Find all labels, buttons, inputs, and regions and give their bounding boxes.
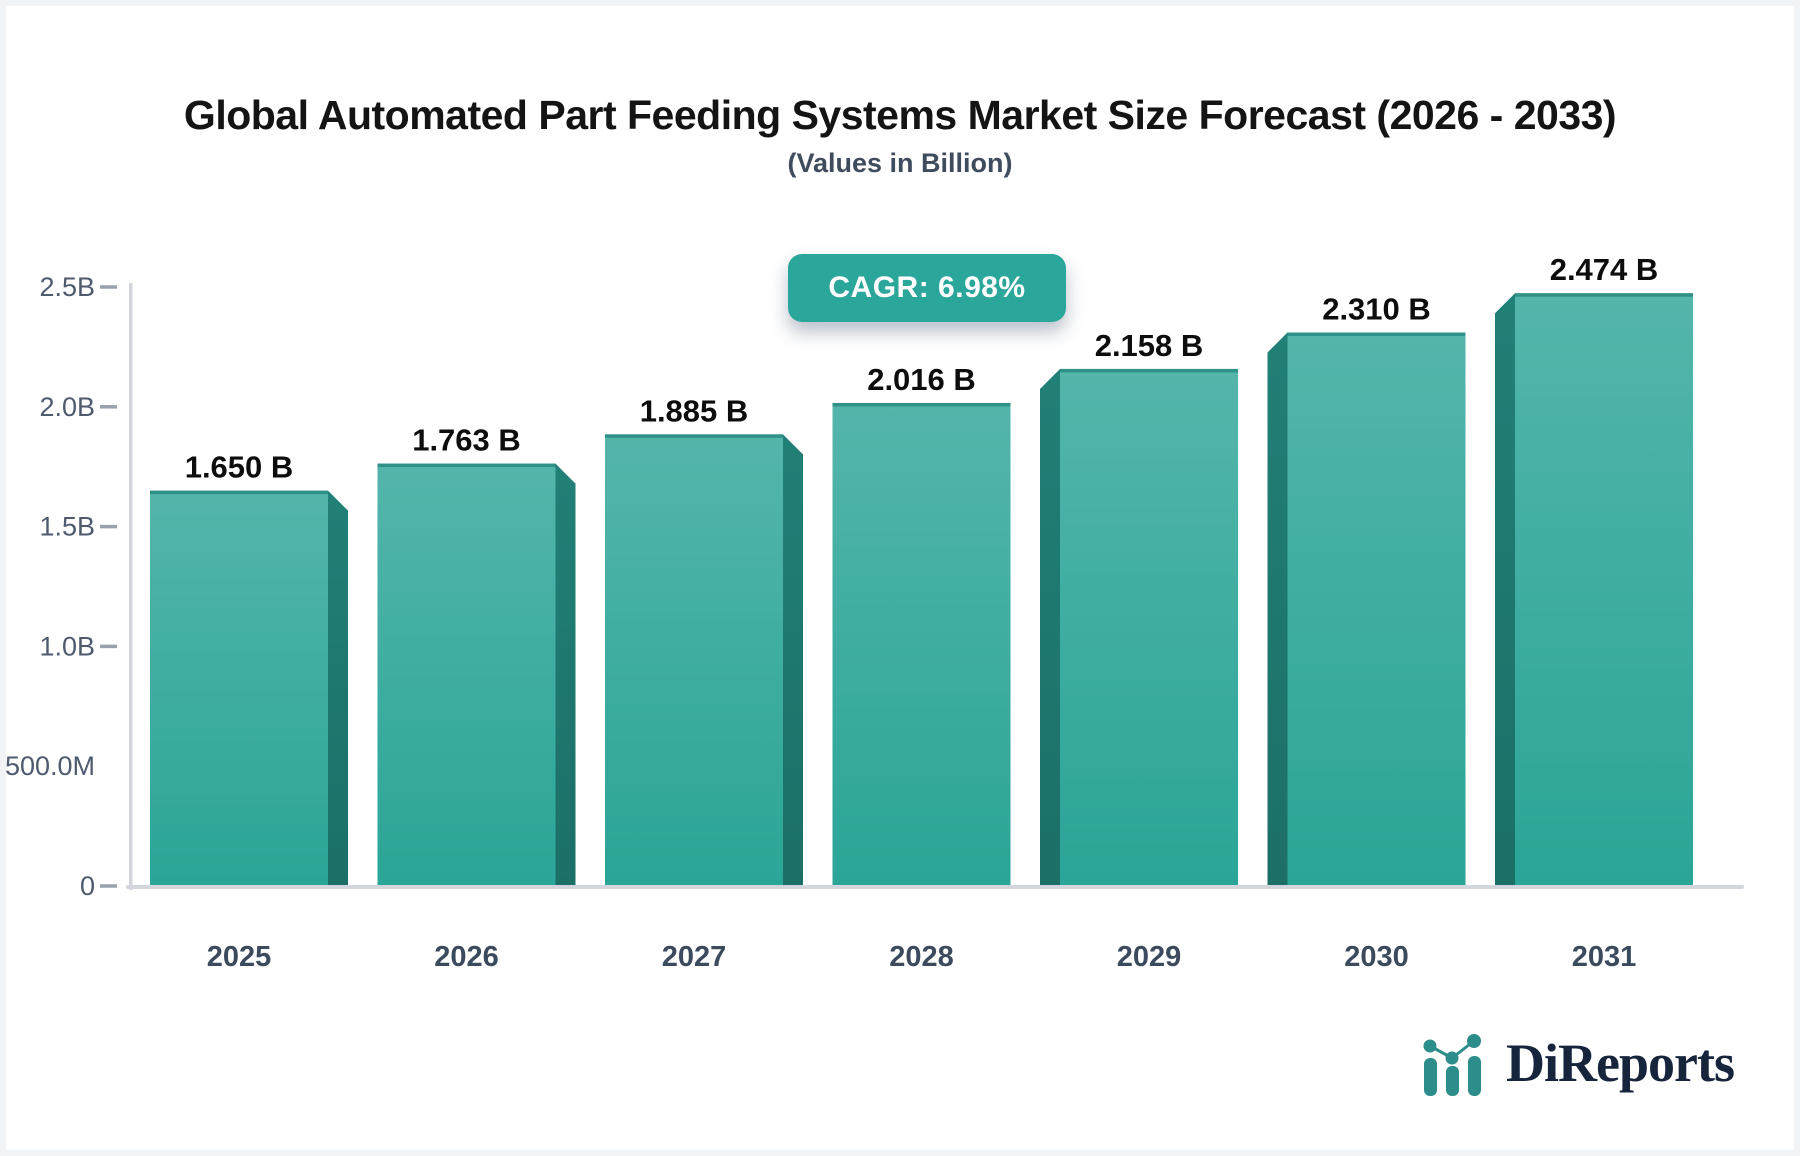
x-axis-label: 2025	[207, 941, 272, 973]
bar-value-label: 2.158 B	[1095, 328, 1204, 363]
y-axis-tick-label: 2.0B	[39, 392, 95, 422]
bar-2028	[832, 402, 1011, 885]
bar-value-label: 2.474 B	[1550, 252, 1659, 287]
cagr-badge: CAGR: 6.98%	[788, 254, 1066, 322]
bar-2026	[377, 463, 556, 885]
bar-bevel-2026	[555, 463, 576, 885]
y-axis-tick-label: 1.0B	[39, 631, 95, 661]
x-axis-label: 2028	[889, 941, 954, 973]
bar-bevel-2025	[328, 490, 348, 885]
bar-top-edge-2031	[1515, 293, 1693, 297]
y-axis-tick	[100, 644, 117, 649]
x-axis-label: 2031	[1572, 941, 1637, 973]
bar-top-edge-2025	[150, 490, 328, 495]
x-axis-label: 2029	[1117, 941, 1182, 973]
bar-value-label: 2.310 B	[1322, 292, 1431, 327]
x-axis-line	[126, 885, 1744, 889]
y-axis-line	[129, 283, 133, 890]
bar-top-edge-2027	[605, 434, 783, 438]
y-axis-tick	[100, 884, 117, 888]
bar-top-edge-2026	[377, 463, 556, 468]
bar-2025	[150, 490, 328, 885]
bar-value-label: 1.885 B	[640, 393, 749, 428]
bar-bevel-2029	[1040, 368, 1060, 885]
y-axis-tick-label: 500.0M	[5, 751, 95, 781]
direports-logo: DiReports	[1422, 1033, 1735, 1098]
bar-value-label: 1.763 B	[412, 423, 521, 458]
bar-2027	[605, 434, 783, 885]
cagr-badge-label: CAGR: 6.98%	[828, 271, 1026, 304]
y-axis-tick-label: 0	[80, 871, 95, 901]
direports-logo-icon	[1423, 1034, 1481, 1096]
y-axis-tick-label: 2.5B	[39, 272, 95, 302]
x-axis-label: 2030	[1344, 941, 1409, 973]
y-axis-tick-label: 1.5B	[39, 512, 95, 542]
bar-top-edge-2030	[1287, 332, 1466, 337]
bar-2029	[1060, 368, 1238, 885]
direports-logo-text: DiReports	[1506, 1033, 1735, 1093]
y-axis-tick	[100, 285, 117, 289]
x-axis-label: 2027	[662, 941, 727, 973]
bar-top-edge-2028	[832, 402, 1011, 407]
bar-bevel-2027	[783, 434, 803, 885]
y-axis-tick	[100, 524, 117, 529]
bar-2030	[1287, 332, 1466, 885]
bar-bevel-2030	[1267, 332, 1288, 885]
bar-bevel-2031	[1495, 293, 1515, 885]
bar-value-label: 1.650 B	[185, 450, 294, 485]
bar-top-edge-2029	[1060, 368, 1238, 373]
chart-title: Global Automated Part Feeding Systems Ma…	[183, 92, 1617, 138]
bar-2031	[1515, 293, 1693, 885]
x-axis-label: 2026	[434, 941, 499, 973]
chart-subtitle: (Values in Billion)	[787, 148, 1013, 178]
y-axis-tick	[100, 405, 117, 409]
bar-value-label: 2.016 B	[867, 362, 976, 397]
